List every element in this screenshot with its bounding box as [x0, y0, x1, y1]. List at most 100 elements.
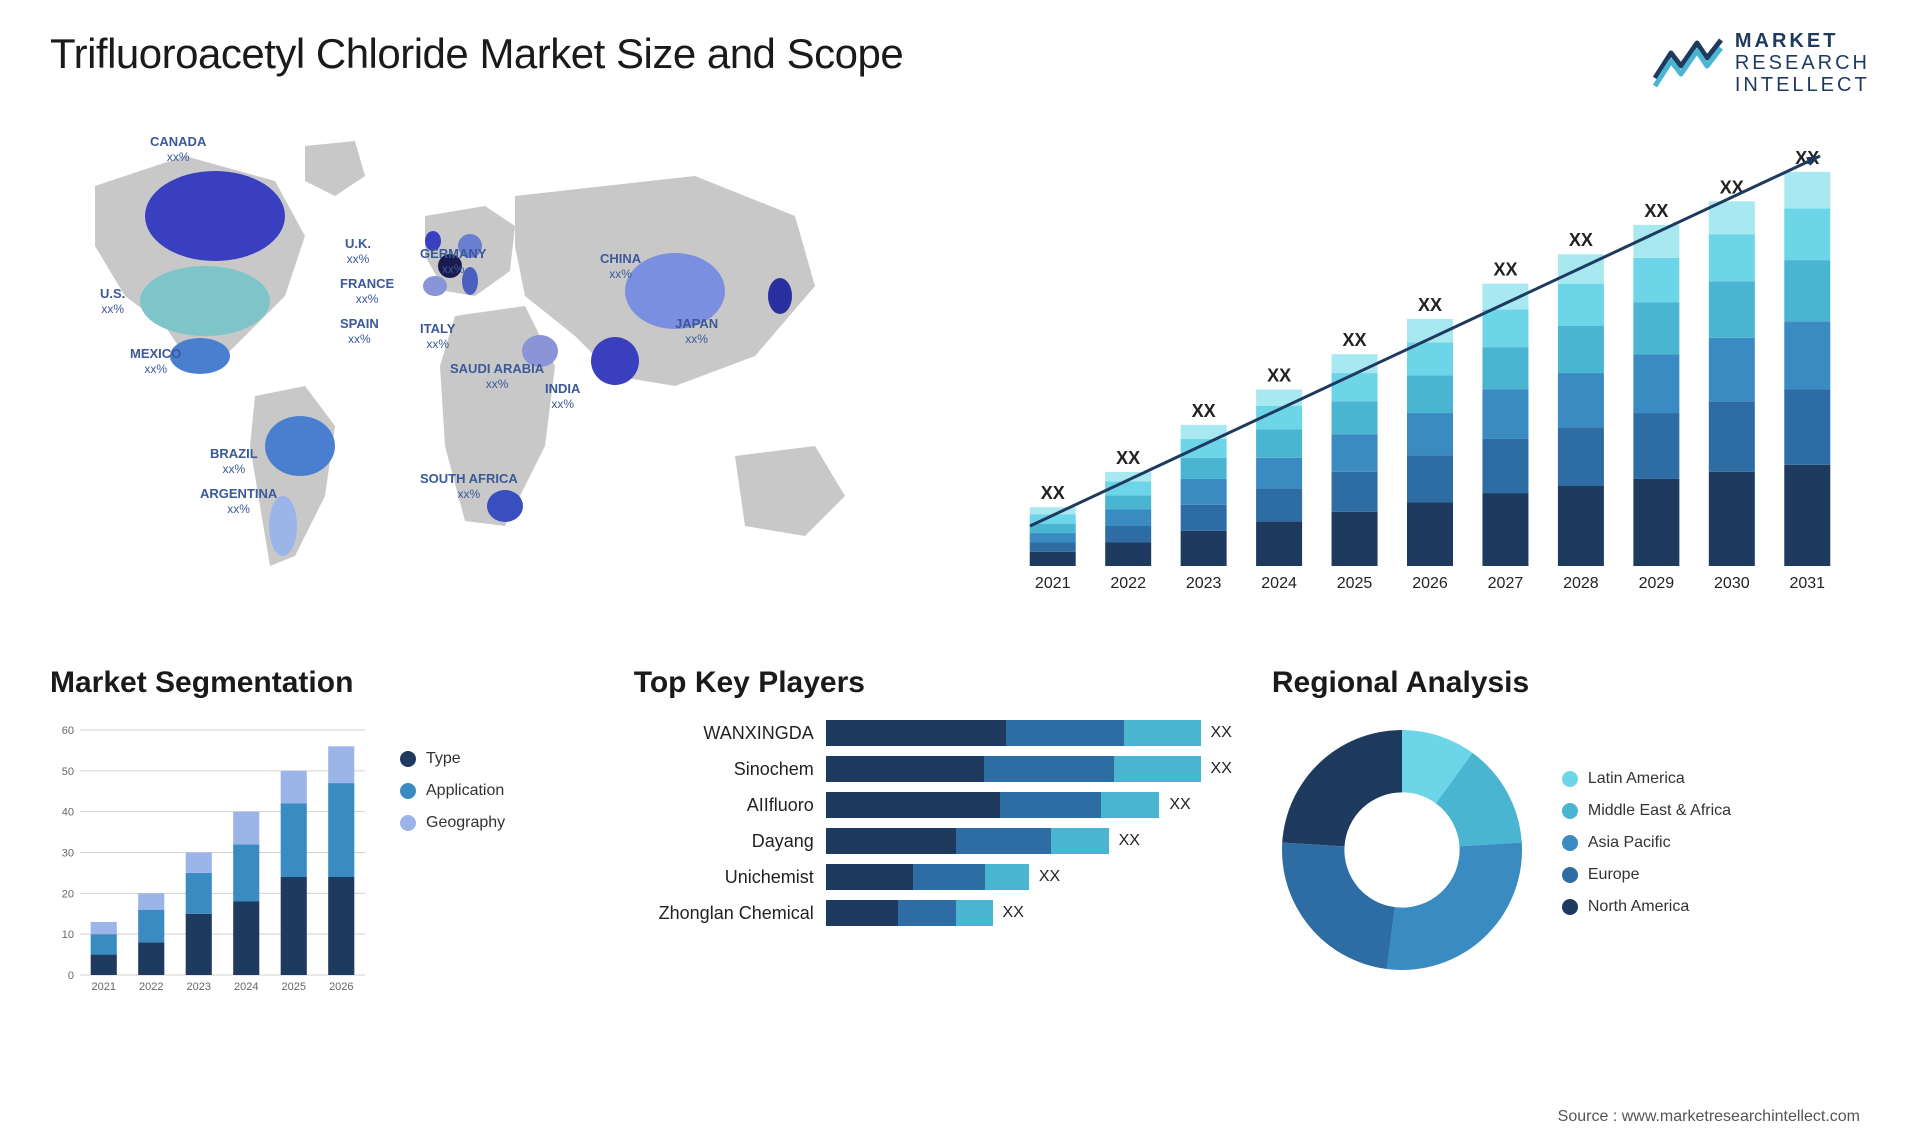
svg-text:20: 20	[62, 888, 74, 900]
logo-line2: RESEARCH	[1735, 52, 1870, 74]
world-map	[50, 126, 940, 586]
player-bar	[826, 864, 1029, 890]
player-seg	[984, 756, 1114, 782]
svg-text:2023: 2023	[1186, 575, 1222, 592]
legend-swatch	[1562, 899, 1578, 915]
players-title: Top Key Players	[634, 666, 1232, 700]
logo-line3: INTELLECT	[1735, 74, 1870, 96]
player-seg	[826, 900, 899, 926]
legend-label: Europe	[1588, 866, 1640, 884]
logo-icon	[1653, 38, 1723, 88]
svg-text:2029: 2029	[1639, 575, 1675, 592]
region-legend-item: Asia Pacific	[1562, 834, 1870, 852]
svg-text:30: 30	[62, 848, 74, 860]
player-value: XX	[1211, 760, 1232, 778]
legend-swatch	[400, 751, 416, 767]
player-seg	[898, 900, 956, 926]
player-name: Zhonglan Chemical	[634, 903, 814, 924]
player-seg	[826, 792, 1000, 818]
player-row: AIIfluoroXX	[634, 792, 1232, 818]
map-label-mexico: MEXICOxx%	[130, 346, 181, 376]
logo: MARKET RESEARCH INTELLECT	[1653, 30, 1870, 96]
growth-chart: XX2021XX2022XX2023XX2024XX2025XX2026XX20…	[980, 126, 1870, 606]
player-name: Unichemist	[634, 867, 814, 888]
svg-text:2027: 2027	[1488, 575, 1524, 592]
map-label-italy: ITALYxx%	[420, 321, 455, 351]
svg-text:XX: XX	[1267, 366, 1291, 386]
regional-legend: Latin America Middle East & Africa Asia Pa…	[1562, 770, 1870, 930]
player-bar-wrap: XX	[826, 864, 1232, 890]
legend-swatch	[400, 783, 416, 799]
regional-panel: Regional Analysis Latin America Middle Ea…	[1272, 666, 1870, 1046]
player-bar	[826, 756, 1201, 782]
header: Trifluoroacetyl Chloride Market Size and…	[50, 30, 1870, 96]
region-legend-item: North America	[1562, 898, 1870, 916]
player-row: Zhonglan Chemical XX	[634, 900, 1232, 926]
svg-text:XX: XX	[1493, 260, 1517, 280]
legend-swatch	[1562, 867, 1578, 883]
map-label-germany: GERMANYxx%	[420, 246, 486, 276]
logo-line1: MARKET	[1735, 30, 1870, 52]
player-bar	[826, 792, 1160, 818]
player-row: Unichemist XX	[634, 864, 1232, 890]
player-value: XX	[1039, 868, 1060, 886]
map-label-saudiarabia: SAUDI ARABIAxx%	[450, 361, 544, 391]
svg-text:2026: 2026	[1412, 575, 1448, 592]
player-name: Sinochem	[634, 759, 814, 780]
svg-text:XX: XX	[1569, 230, 1593, 250]
legend-swatch	[400, 815, 416, 831]
player-seg	[1114, 756, 1200, 782]
player-bar-wrap: XX	[826, 792, 1232, 818]
legend-label: Latin America	[1588, 770, 1685, 788]
player-value: XX	[1119, 832, 1140, 850]
segmentation-title: Market Segmentation	[50, 666, 594, 700]
seg-legend-item: Type	[400, 750, 560, 768]
svg-text:2025: 2025	[282, 981, 306, 993]
svg-text:XX: XX	[1192, 401, 1216, 421]
legend-label: Middle East & Africa	[1588, 802, 1731, 820]
svg-text:2025: 2025	[1337, 575, 1373, 592]
player-row: Dayang XX	[634, 828, 1232, 854]
segmentation-chart: 0102030405060202120222023202420252026	[50, 720, 370, 1000]
player-value: XX	[1003, 904, 1024, 922]
map-label-argentina: ARGENTINAxx%	[200, 486, 277, 516]
player-seg	[826, 720, 1006, 746]
map-label-japan: JAPANxx%	[675, 316, 718, 346]
regional-donut	[1272, 720, 1532, 980]
player-bar	[826, 828, 1109, 854]
region-legend-item: Europe	[1562, 866, 1870, 884]
map-label-france: FRANCExx%	[340, 276, 394, 306]
player-name: Dayang	[634, 831, 814, 852]
player-seg	[985, 864, 1029, 890]
svg-text:2021: 2021	[92, 981, 116, 993]
svg-text:XX: XX	[1116, 448, 1140, 468]
map-label-brazil: BRAZILxx%	[210, 446, 258, 476]
player-row: WANXINGDAXX	[634, 720, 1232, 746]
growth-chart-panel: XX2021XX2022XX2023XX2024XX2025XX2026XX20…	[980, 126, 1870, 626]
logo-text: MARKET RESEARCH INTELLECT	[1735, 30, 1870, 96]
svg-text:2028: 2028	[1563, 575, 1599, 592]
player-bar-wrap: XX	[826, 756, 1232, 782]
players-chart: WANXINGDAXXSinochemXXAIIfluoroXXDayangXX…	[634, 720, 1232, 926]
page-title: Trifluoroacetyl Chloride Market Size and…	[50, 30, 903, 78]
region-legend-item: Middle East & Africa	[1562, 802, 1870, 820]
svg-text:2022: 2022	[139, 981, 163, 993]
legend-swatch	[1562, 771, 1578, 787]
segmentation-panel: Market Segmentation 01020304050602021202…	[50, 666, 594, 1046]
legend-label: Asia Pacific	[1588, 834, 1671, 852]
top-row: CANADAxx% U.S.xx% MEXICOxx% BRAZILxx% ARGENT…	[50, 126, 1870, 626]
player-row: Sinochem XX	[634, 756, 1232, 782]
regional-title: Regional Analysis	[1272, 666, 1870, 700]
player-seg	[826, 828, 957, 854]
player-bar-wrap: XX	[826, 900, 1232, 926]
player-seg	[956, 900, 992, 926]
svg-text:50: 50	[62, 766, 74, 778]
player-seg	[1000, 792, 1102, 818]
svg-text:2021: 2021	[1035, 575, 1071, 592]
map-label-us: U.S.xx%	[100, 286, 125, 316]
player-bar-wrap: XX	[826, 720, 1232, 746]
map-label-india: INDIAxx%	[545, 381, 580, 411]
svg-text:XX: XX	[1041, 483, 1065, 503]
svg-text:2024: 2024	[234, 981, 258, 993]
map-label-canada: CANADAxx%	[150, 134, 206, 164]
